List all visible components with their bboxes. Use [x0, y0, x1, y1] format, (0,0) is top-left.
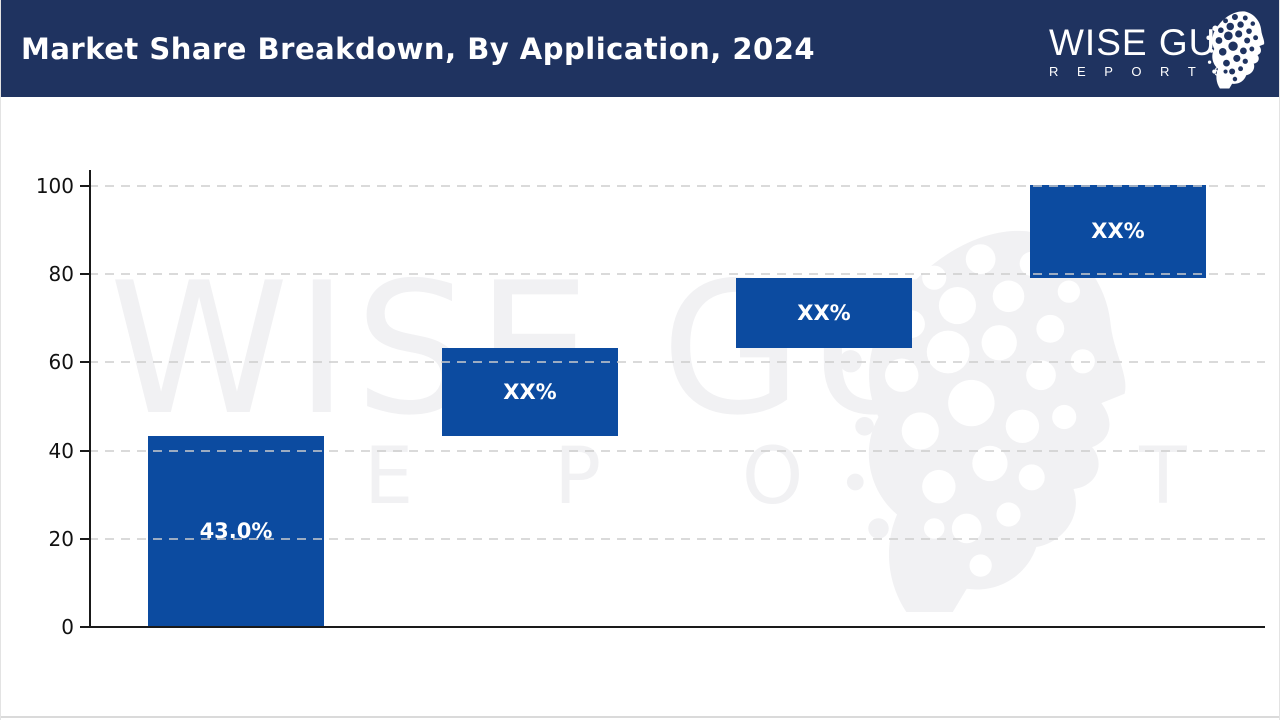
y-tick-label-80: 80 — [48, 262, 74, 287]
bottom-divider — [1, 716, 1279, 718]
x-axis-line — [89, 626, 1265, 628]
logo-sub-text: R E P O R T S — [1049, 64, 1231, 79]
bar-value-label-mechanical-insulation: XX% — [1091, 219, 1145, 244]
logo-brand-text: WISE GUY — [1049, 22, 1243, 63]
wise-guy-reports-logo: WISE GUY R E P O R T S — [1015, 6, 1265, 92]
bar-mechanical-insulation: XX% — [1029, 185, 1207, 278]
bar-value-label-fire-insulation: XX% — [797, 300, 851, 325]
y-tick-label-0: 0 — [61, 615, 74, 639]
y-tick-mark-60 — [80, 361, 89, 364]
gridline-y-60 — [89, 361, 1265, 364]
gridline-y-100 — [89, 185, 1265, 187]
y-tick-mark-80 — [80, 273, 89, 276]
bar-fire-insulation: XX% — [735, 277, 913, 349]
gridline-y-80 — [89, 273, 1265, 276]
bar-value-label-acoustic-insulation: XX% — [503, 380, 557, 405]
y-tick-mark-0 — [80, 626, 89, 628]
y-tick-label-60: 60 — [48, 350, 74, 375]
dotted-head-profile-icon — [1203, 8, 1265, 90]
bar-thermal-insulation: 43.0% — [147, 436, 325, 626]
gridline-y-20 — [89, 537, 1265, 540]
y-tick-mark-100 — [80, 185, 89, 187]
y-tick-mark-20 — [80, 537, 89, 540]
y-axis-line — [89, 170, 91, 628]
y-tick-label-20: 20 — [48, 526, 74, 551]
watermark-head-icon: . — [839, 230, 1126, 612]
y-tick-label-100: 100 — [35, 174, 74, 198]
gridline-y-40 — [89, 449, 1265, 452]
y-tick-label-40: 40 — [48, 438, 74, 463]
chart-title: Market Share Breakdown, By Application, … — [21, 31, 816, 66]
logo-text: WISE GUY R E P O R T S — [1049, 24, 1242, 79]
y-tick-mark-40 — [80, 449, 89, 452]
header-band: Market Share Breakdown, By Application, … — [1, 0, 1279, 97]
